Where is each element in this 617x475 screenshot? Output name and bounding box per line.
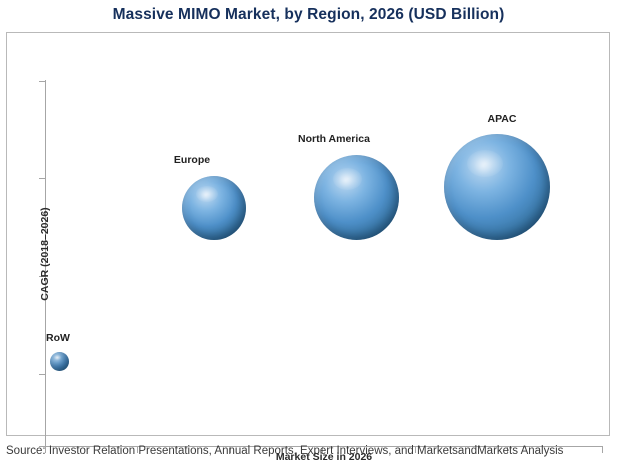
y-axis-tick <box>39 446 45 447</box>
source-note: Source: Investor Relation Presentations,… <box>6 445 564 457</box>
bubble-label-europe: Europe <box>173 154 211 166</box>
chart-title: Massive MIMO Market, by Region, 2026 (US… <box>112 6 505 23</box>
x-axis-tick <box>602 447 603 453</box>
bubble-north-america[interactable] <box>314 155 399 240</box>
y-axis-tick <box>39 374 45 375</box>
y-axis-tick <box>39 81 45 82</box>
x-axis-tick <box>230 447 231 453</box>
x-axis-tick <box>45 447 46 453</box>
bubble-apac[interactable] <box>444 134 550 240</box>
y-axis-tick <box>39 276 45 277</box>
x-axis-tick <box>415 447 416 453</box>
bubble-label-apac: APAC <box>487 113 517 125</box>
bubble-label-row: RoW <box>46 332 70 344</box>
y-axis-line <box>45 80 46 447</box>
x-axis-line <box>45 446 603 447</box>
plot-area-frame: Market Size in 2026 CAGR (2018–2026) RoW… <box>6 32 610 463</box>
x-axis-tick <box>322 447 323 453</box>
x-axis-tick <box>507 447 508 453</box>
bubble-label-north-america: North America <box>298 133 370 145</box>
bubble-row[interactable] <box>50 352 69 371</box>
bubble-europe[interactable] <box>182 176 246 240</box>
x-axis-tick <box>137 447 138 453</box>
y-axis-tick <box>39 178 45 179</box>
y-axis-label: CAGR (2018–2026) <box>39 207 51 301</box>
x-axis-label: Market Size in 2026 <box>275 451 373 463</box>
